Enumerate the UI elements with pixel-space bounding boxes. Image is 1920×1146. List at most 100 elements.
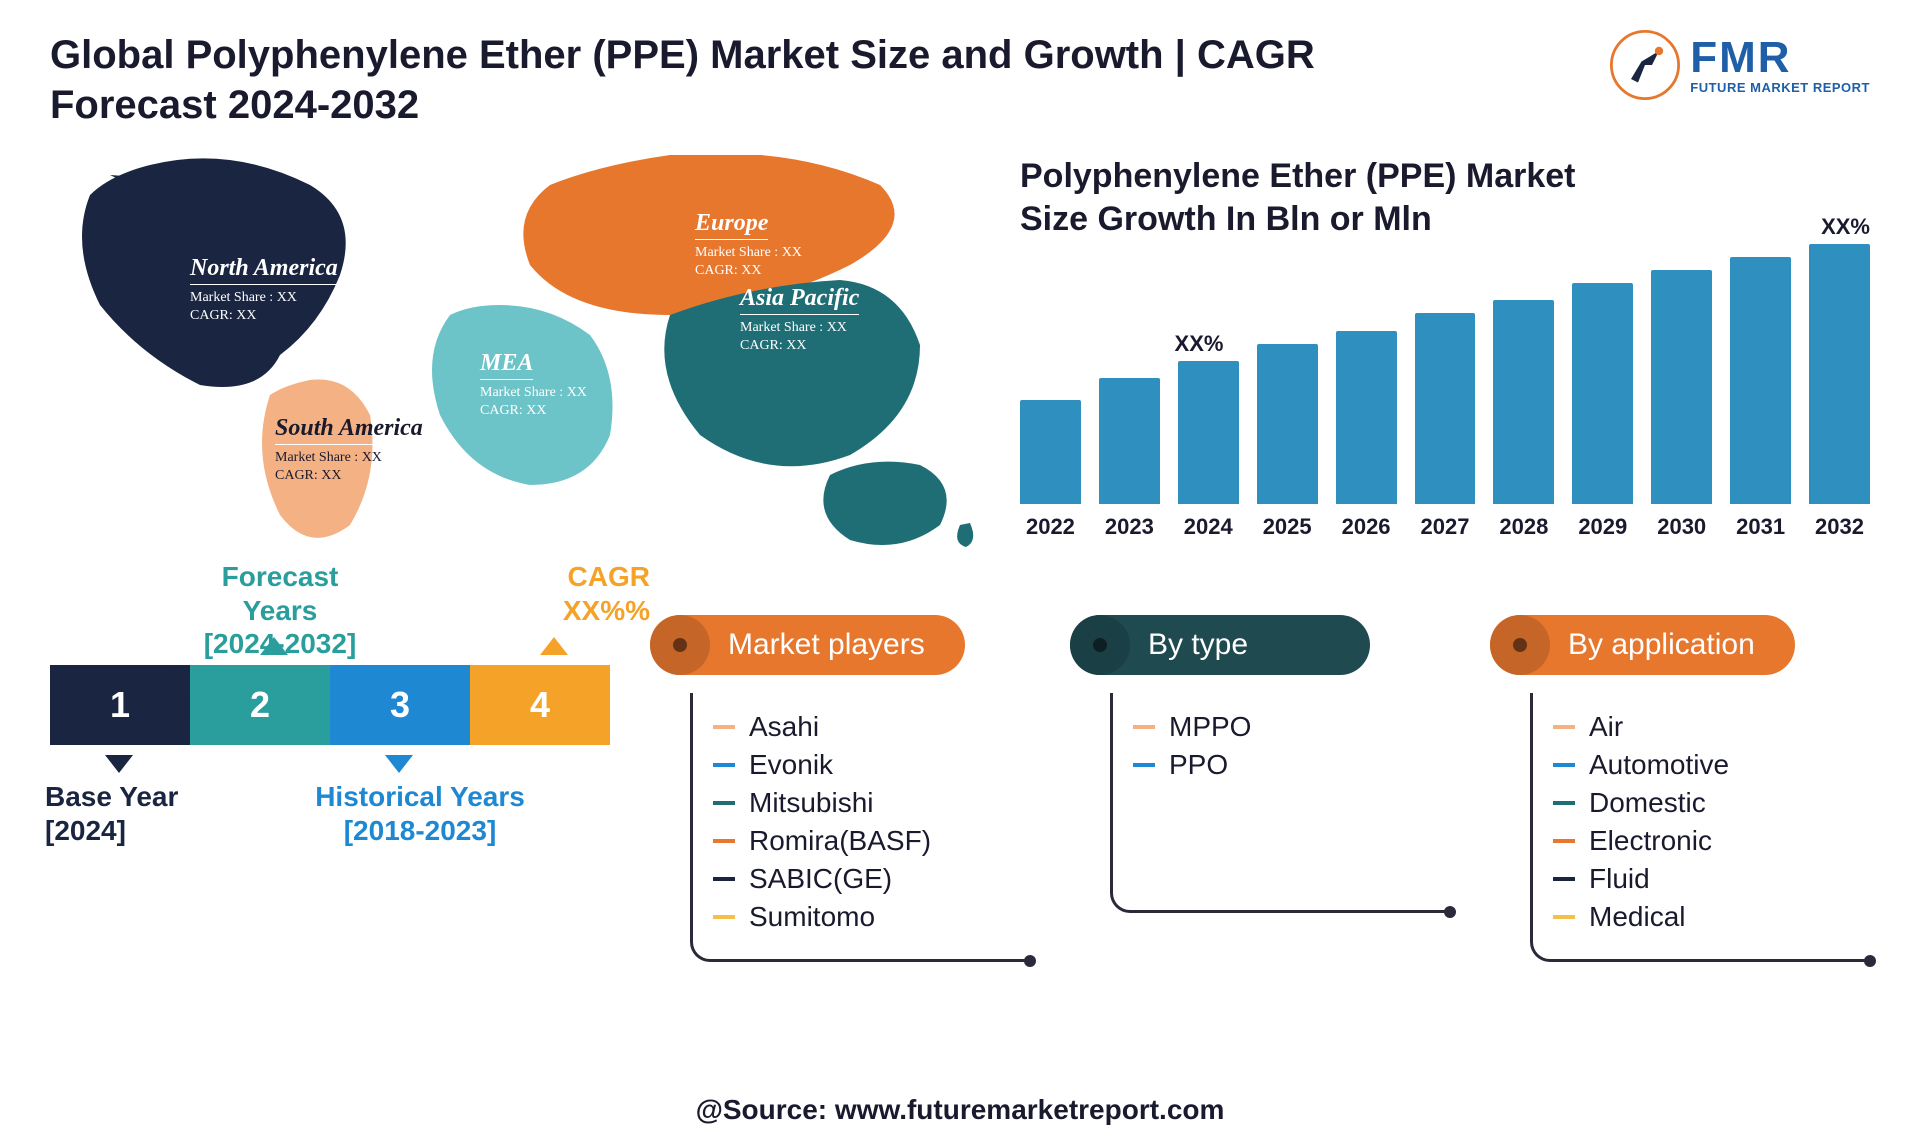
list-box: Asahi Evonik Mitsubishi Romira(BASF) SABIC(G… [690,693,1030,962]
tick-icon [1133,763,1155,767]
bar-year-label: 2022 [1026,514,1075,540]
bar-year-label: 2030 [1657,514,1706,540]
list-item-label: Romira(BASF) [749,825,931,857]
tick-icon [1553,763,1575,767]
tick-icon [1553,801,1575,805]
bar-2028: 2028 [1493,300,1554,540]
timeline: Forecast Years [2024-2032] CAGR XX%% 123… [50,615,610,745]
list-item: Air [1553,711,1870,743]
bar-year-label: 2029 [1578,514,1627,540]
bar-2030: 2030 [1651,270,1712,540]
pill-title: By type [1148,628,1248,662]
bar-rect [1572,283,1633,504]
list-item: Mitsubishi [713,787,1030,819]
region-label-na: North AmericaMarket Share : XXCAGR: XX [190,255,338,325]
tick-icon [713,877,735,881]
chart-title: Polyphenylene Ether (PPE) Market Size Gr… [1020,155,1620,240]
list-item-label: Asahi [749,711,819,743]
tick-icon [1553,839,1575,843]
bar-rect [1493,300,1554,504]
list-item: Asahi [713,711,1030,743]
fmr-logo: FMR FUTURE MARKET REPORT [1610,30,1870,100]
pill-dot-icon [1490,615,1550,675]
bar-year-label: 2031 [1736,514,1785,540]
list-item-label: Automotive [1589,749,1729,781]
tick-icon [1553,915,1575,919]
telescope-icon [1610,30,1680,100]
list-item: Domestic [1553,787,1870,819]
list-item-label: MPPO [1169,711,1251,743]
list-item: Electronic [1553,825,1870,857]
region-label-mea: MEAMarket Share : XXCAGR: XX [480,350,587,420]
bar-chart: Polyphenylene Ether (PPE) Market Size Gr… [1020,155,1870,555]
bar-rect [1730,257,1791,504]
tick-icon [713,801,735,805]
bar-2026: 2026 [1336,331,1397,540]
bar-rect [1020,400,1081,504]
chart-annot-last: XX% [1821,214,1870,240]
region-label-sa: South AmericaMarket Share : XXCAGR: XX [275,415,423,485]
tick-icon [1553,725,1575,729]
list-box: MPPO PPO [1110,693,1450,913]
hist-label: Historical Years [2018-2023] [310,780,530,847]
source-attribution: @Source: www.futuremarketreport.com [0,1094,1920,1126]
list-item-label: Sumitomo [749,901,875,933]
base-arrow-icon [105,755,133,773]
list-item-label: Electronic [1589,825,1712,857]
list-item: PPO [1133,749,1450,781]
cagr-label: CAGR XX%% [470,560,650,627]
bar-2025: 2025 [1257,344,1318,540]
bar-rect [1178,361,1239,504]
bar-2024: 2024 [1178,361,1239,540]
list-item-label: Evonik [749,749,833,781]
list-item: Automotive [1553,749,1870,781]
list-item-label: Medical [1589,901,1685,933]
timeline-seg-3: 3 [330,665,470,745]
timeline-seg-2: 2 [190,665,330,745]
bar-year-label: 2024 [1184,514,1233,540]
bar-year-label: 2028 [1499,514,1548,540]
chart-annot-first: XX% [1175,331,1224,357]
bar-rect [1809,244,1870,504]
pill-title: Market players [728,628,925,662]
bar-year-label: 2027 [1421,514,1470,540]
list-item: MPPO [1133,711,1450,743]
header: Global Polyphenylene Ether (PPE) Market … [50,30,1870,130]
info-columns: Market players Asahi Evonik Mitsubishi Romir… [650,615,1870,962]
hist-arrow-icon [385,755,413,773]
chart-bars: XX% XX% 20222023202420252026202720282029… [1020,250,1870,540]
tick-icon [713,725,735,729]
bar-year-label: 2025 [1263,514,1312,540]
pill-header: Market players [650,615,965,675]
list-item: Evonik [713,749,1030,781]
map-nz [957,523,973,547]
list-item: Medical [1553,901,1870,933]
bar-rect [1257,344,1318,504]
bar-rect [1651,270,1712,504]
info-col-2: By application Air Automotive Domestic Elect… [1490,615,1870,962]
tick-icon [713,915,735,919]
list-item-label: Air [1589,711,1623,743]
bar-2023: 2023 [1099,378,1160,540]
tick-icon [1133,725,1155,729]
list-item: SABIC(GE) [713,863,1030,895]
tick-icon [1553,877,1575,881]
pill-dot-icon [1070,615,1130,675]
logo-text-main: FMR [1690,36,1870,80]
list-item: Romira(BASF) [713,825,1030,857]
tick-icon [713,763,735,767]
list-item-label: Mitsubishi [749,787,873,819]
bar-2027: 2027 [1415,313,1476,540]
bar-year-label: 2032 [1815,514,1864,540]
bar-2029: 2029 [1572,283,1633,540]
logo-text-sub: FUTURE MARKET REPORT [1690,80,1870,95]
info-col-0: Market players Asahi Evonik Mitsubishi Romir… [650,615,1030,962]
bar-rect [1415,313,1476,504]
region-label-eu: EuropeMarket Share : XXCAGR: XX [695,210,802,280]
pill-header: By application [1490,615,1795,675]
region-label-apac: Asia PacificMarket Share : XXCAGR: XX [740,285,859,355]
bottom-row: Forecast Years [2024-2032] CAGR XX%% 123… [50,615,1870,962]
bar-rect [1099,378,1160,504]
cagr-arrow-icon [540,637,568,655]
bar-2022: 2022 [1020,400,1081,540]
